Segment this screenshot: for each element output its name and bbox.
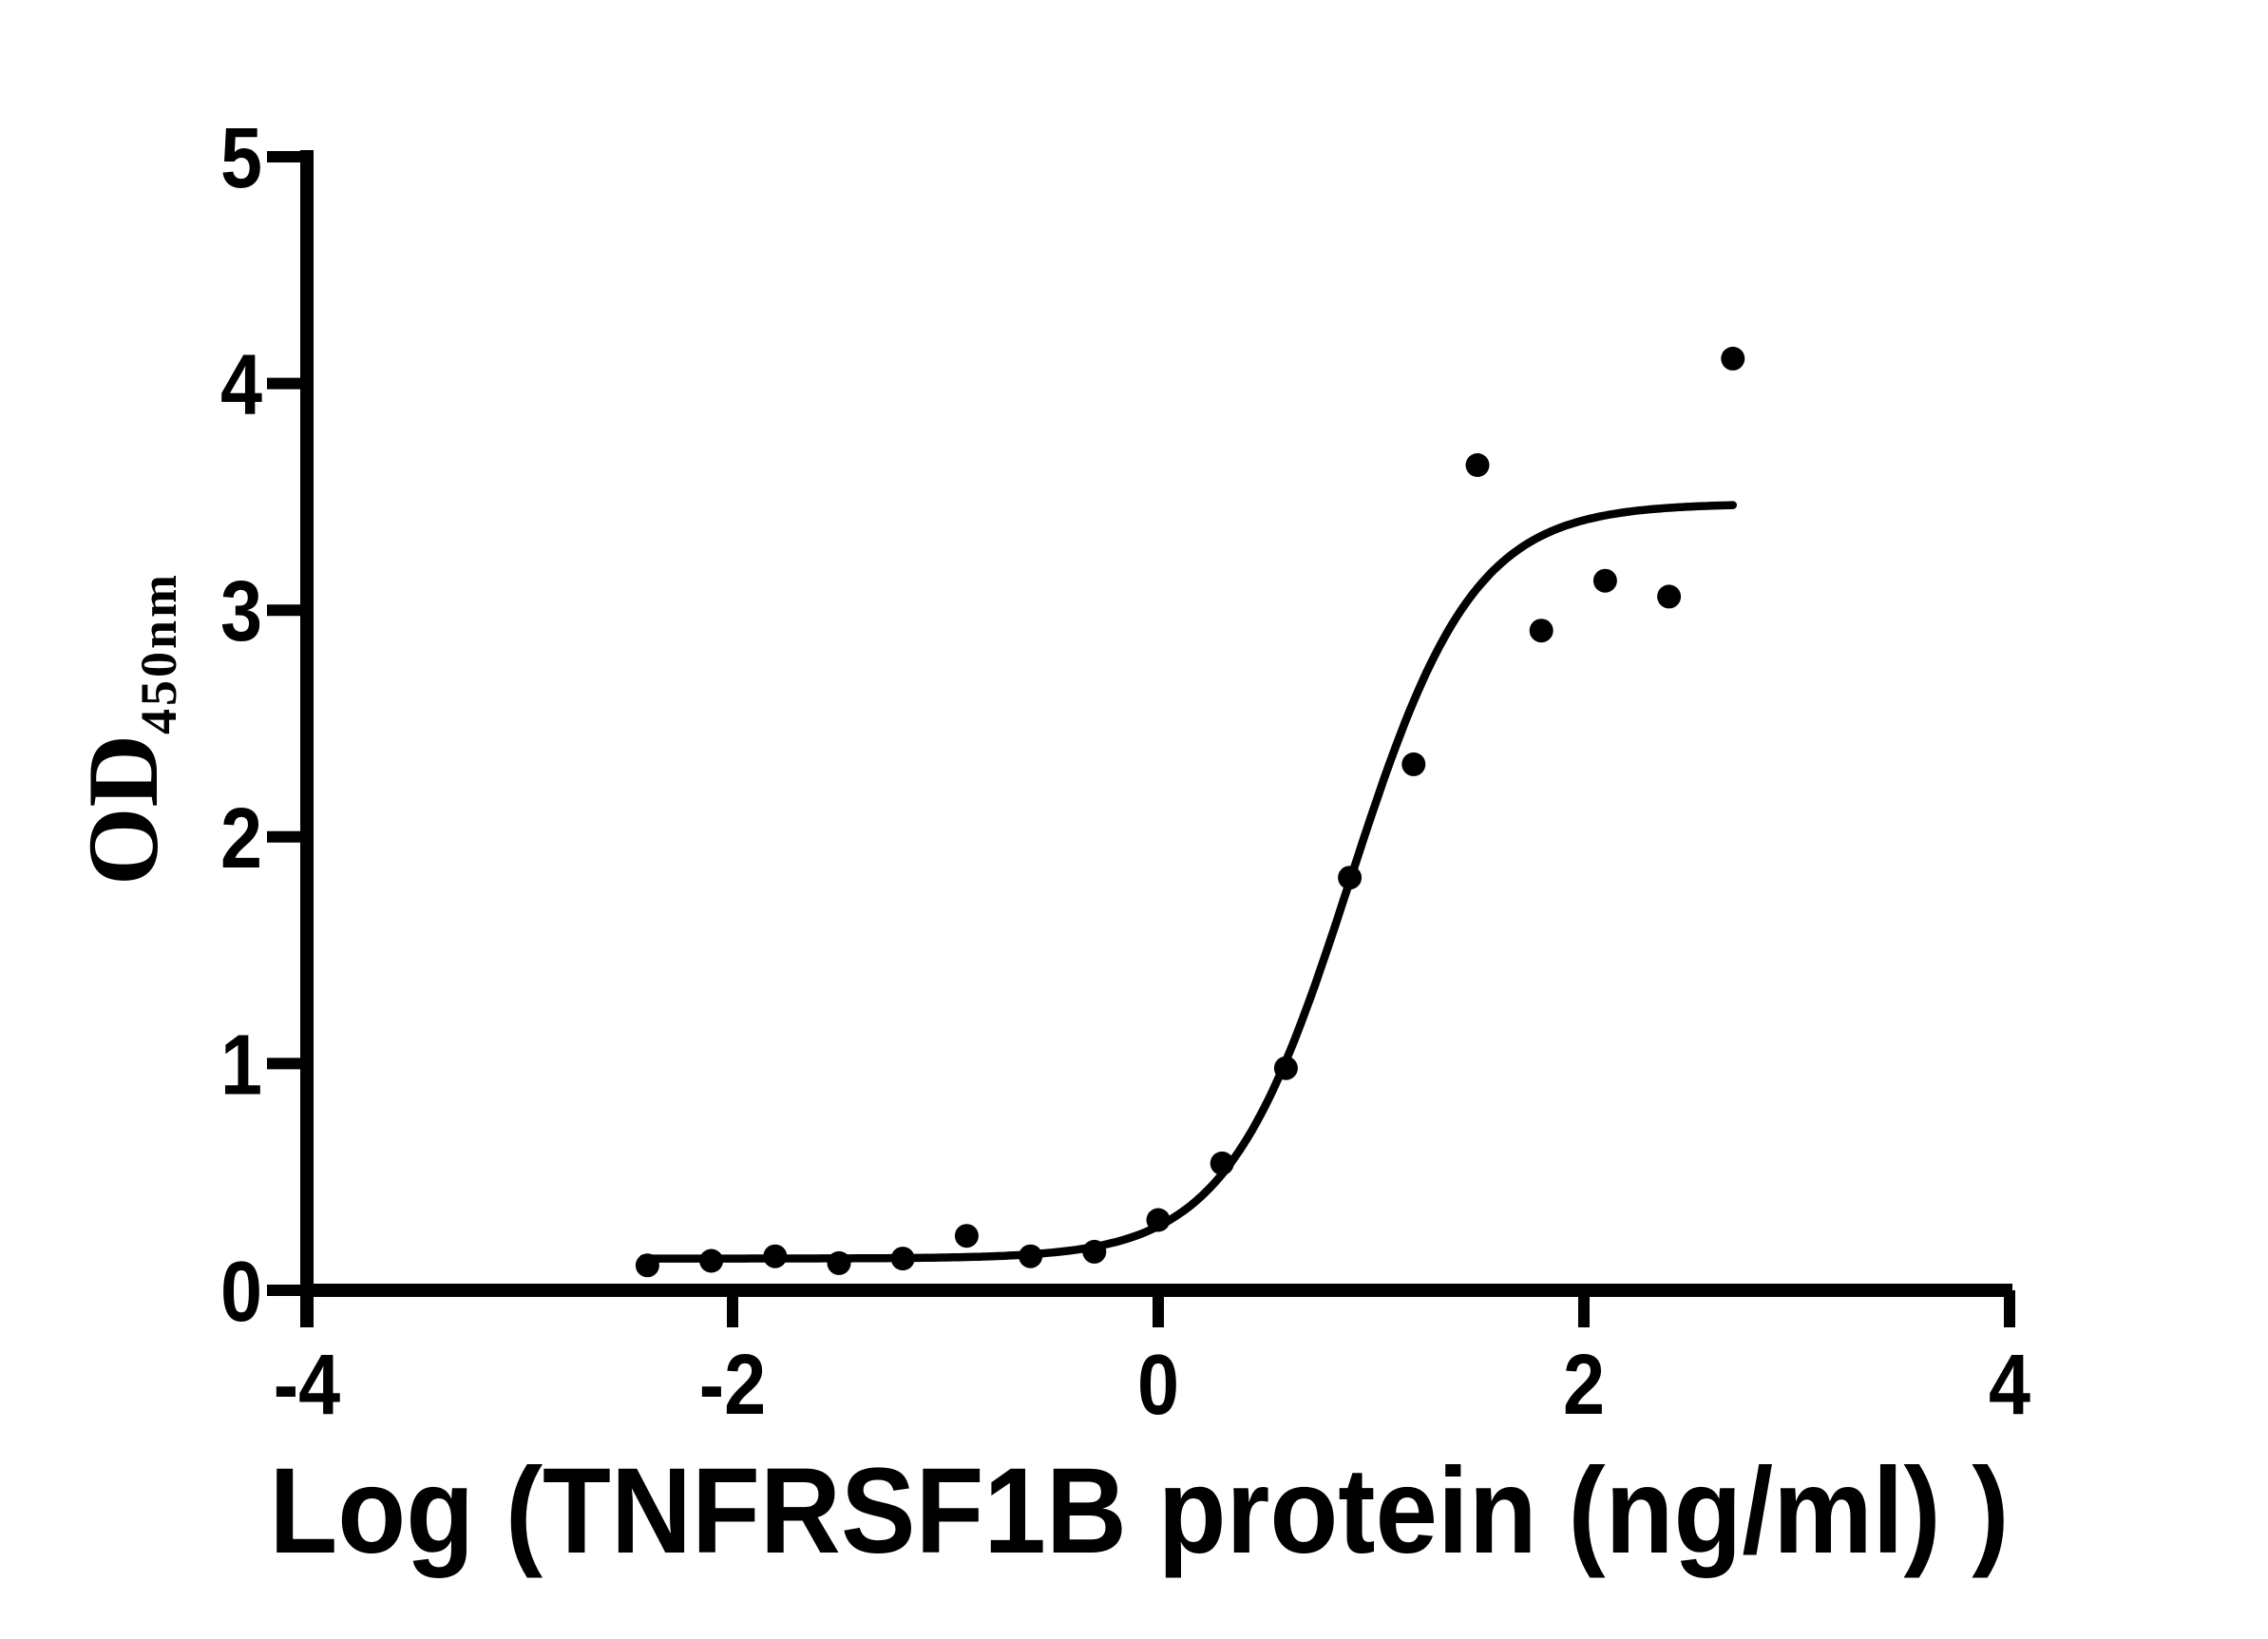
fit-curve [638,501,1738,1263]
axes [300,150,2012,1327]
data-point [1338,866,1363,890]
y-axis-title: OD450nm [67,572,187,886]
x-tick-label-2: 2 [1563,1336,1605,1432]
x-tick-label--2: -2 [699,1336,766,1432]
data-point [954,1224,979,1248]
data-point [1401,752,1426,776]
data-point [1019,1244,1043,1268]
x-tick-label-4: 4 [1989,1336,2030,1432]
data-point [1592,568,1617,593]
data-point [890,1247,915,1271]
data-point [1657,584,1682,609]
data-points [635,346,1745,1278]
tick-marks [267,151,2015,1327]
data-point [1273,1056,1298,1080]
y-tick-label-2: 2 [220,790,262,886]
data-point [1465,453,1490,477]
data-point [699,1248,724,1273]
x-tick-label--4: -4 [274,1336,340,1432]
x-axis-title: Log (TNFRSF1B protein (ng/ml) ) [269,1444,2009,1580]
fit-curve-path [638,501,1738,1263]
y-tick-label-5: 5 [220,109,262,205]
data-point [635,1253,659,1278]
y-axis-title-subscript: 450nm [130,572,187,734]
data-point [1082,1239,1107,1264]
data-point [1146,1208,1171,1232]
y-tick-label-1: 1 [220,1017,262,1113]
data-point [1210,1151,1234,1175]
data-point [1721,346,1745,371]
y-axis-title-main: OD [67,734,179,886]
y-tick-label-4: 4 [220,336,262,432]
data-point [1529,619,1553,643]
data-point [763,1244,788,1268]
tick-labels: 0 1 2 3 4 5 -4 -2 0 2 4 [220,109,2030,1432]
y-tick-label-0: 0 [220,1243,262,1339]
x-tick-label-0: 0 [1137,1336,1179,1432]
data-point [827,1250,851,1275]
y-tick-label-3: 3 [220,562,262,658]
